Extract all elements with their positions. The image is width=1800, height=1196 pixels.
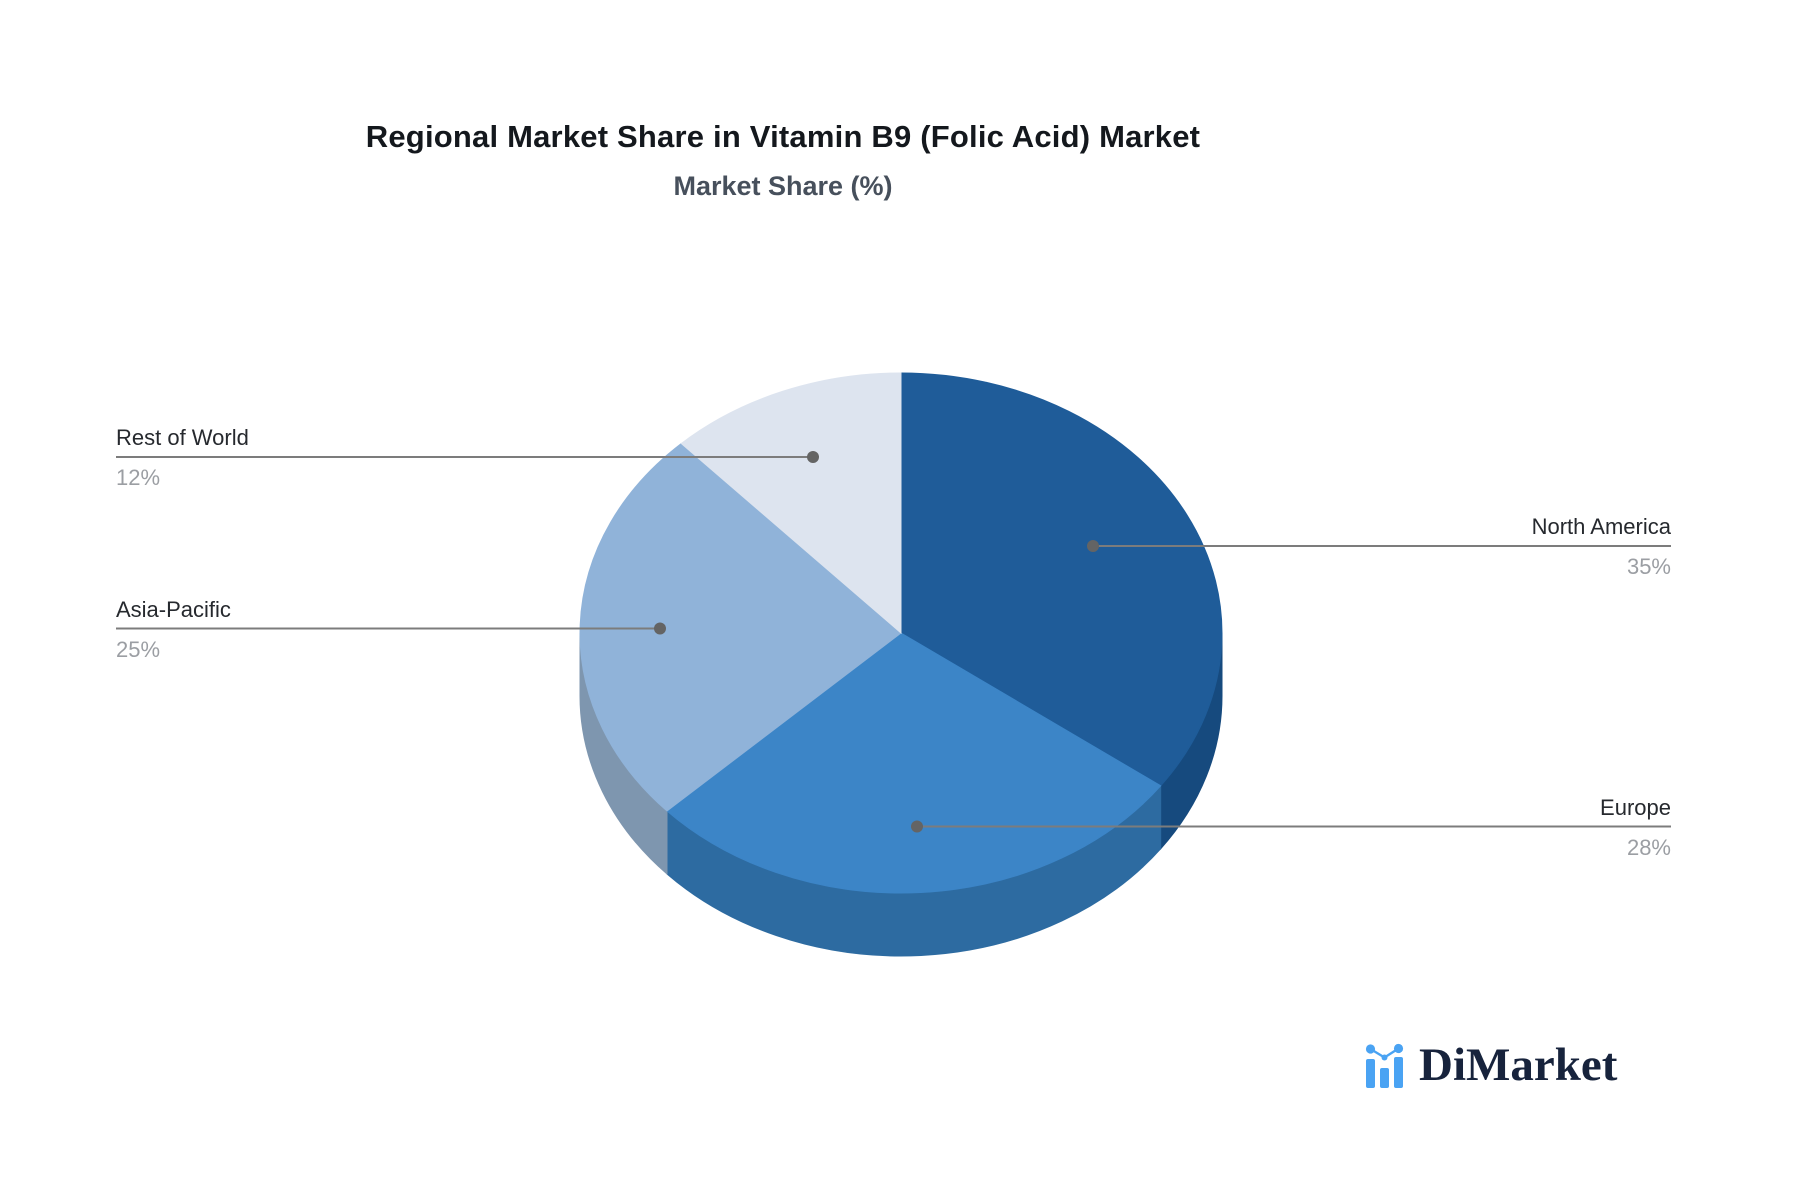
pie-slice-rest-of-world[interactable]: [680, 372, 902, 635]
label-north-america: North America 35%: [1532, 514, 1671, 580]
logo-bar-3: [1394, 1057, 1403, 1088]
label-north-america-pct: 35%: [1626, 554, 1671, 579]
chart-subtitle: Market Share (%): [673, 171, 893, 201]
label-rest-of-world-name: Rest of World: [116, 425, 249, 450]
pie-slice-north-america[interactable]: [900, 372, 1223, 787]
label-asia-pacific-pct: 25%: [116, 636, 161, 662]
label-europe-pct: 28%: [1626, 834, 1671, 860]
logo-dot-right: [1393, 1043, 1404, 1054]
leader-dot-rest-of-world: [807, 451, 819, 463]
chart-title: Regional Market Share in Vitamin B9 (Fol…: [365, 119, 1201, 154]
leader-dot-north-america: [1087, 540, 1099, 552]
leader-dot-asia-pacific: [654, 622, 666, 635]
logo-bar-2: [1380, 1068, 1389, 1088]
brand-logo: DiMarket: [1364, 1039, 1618, 1091]
pie-slice-asia-pacific[interactable]: [579, 442, 902, 812]
logo-dot-left: [1365, 1044, 1376, 1054]
leader-lines: [116, 451, 1671, 833]
label-rest-of-world-pct: 12%: [116, 465, 161, 490]
brand-logo-icon: [1365, 1043, 1404, 1088]
pie-slice-europe[interactable]: [666, 632, 1162, 894]
label-rest-of-world: Rest of World 12%: [116, 425, 249, 491]
brand-logo-text: DiMarket: [1419, 1039, 1618, 1091]
label-asia-pacific: Asia-Pacific 25%: [116, 597, 231, 663]
label-europe: Europe 28%: [1600, 795, 1671, 861]
logo-bar-1: [1366, 1059, 1375, 1088]
label-north-america-name: North America: [1531, 514, 1671, 539]
leader-dot-europe: [911, 820, 923, 833]
pie-slices: [579, 372, 1223, 957]
label-asia-pacific-name: Asia-Pacific: [116, 596, 231, 622]
label-europe-name: Europe: [1600, 794, 1671, 820]
logo-dot-middle: [1381, 1054, 1388, 1061]
